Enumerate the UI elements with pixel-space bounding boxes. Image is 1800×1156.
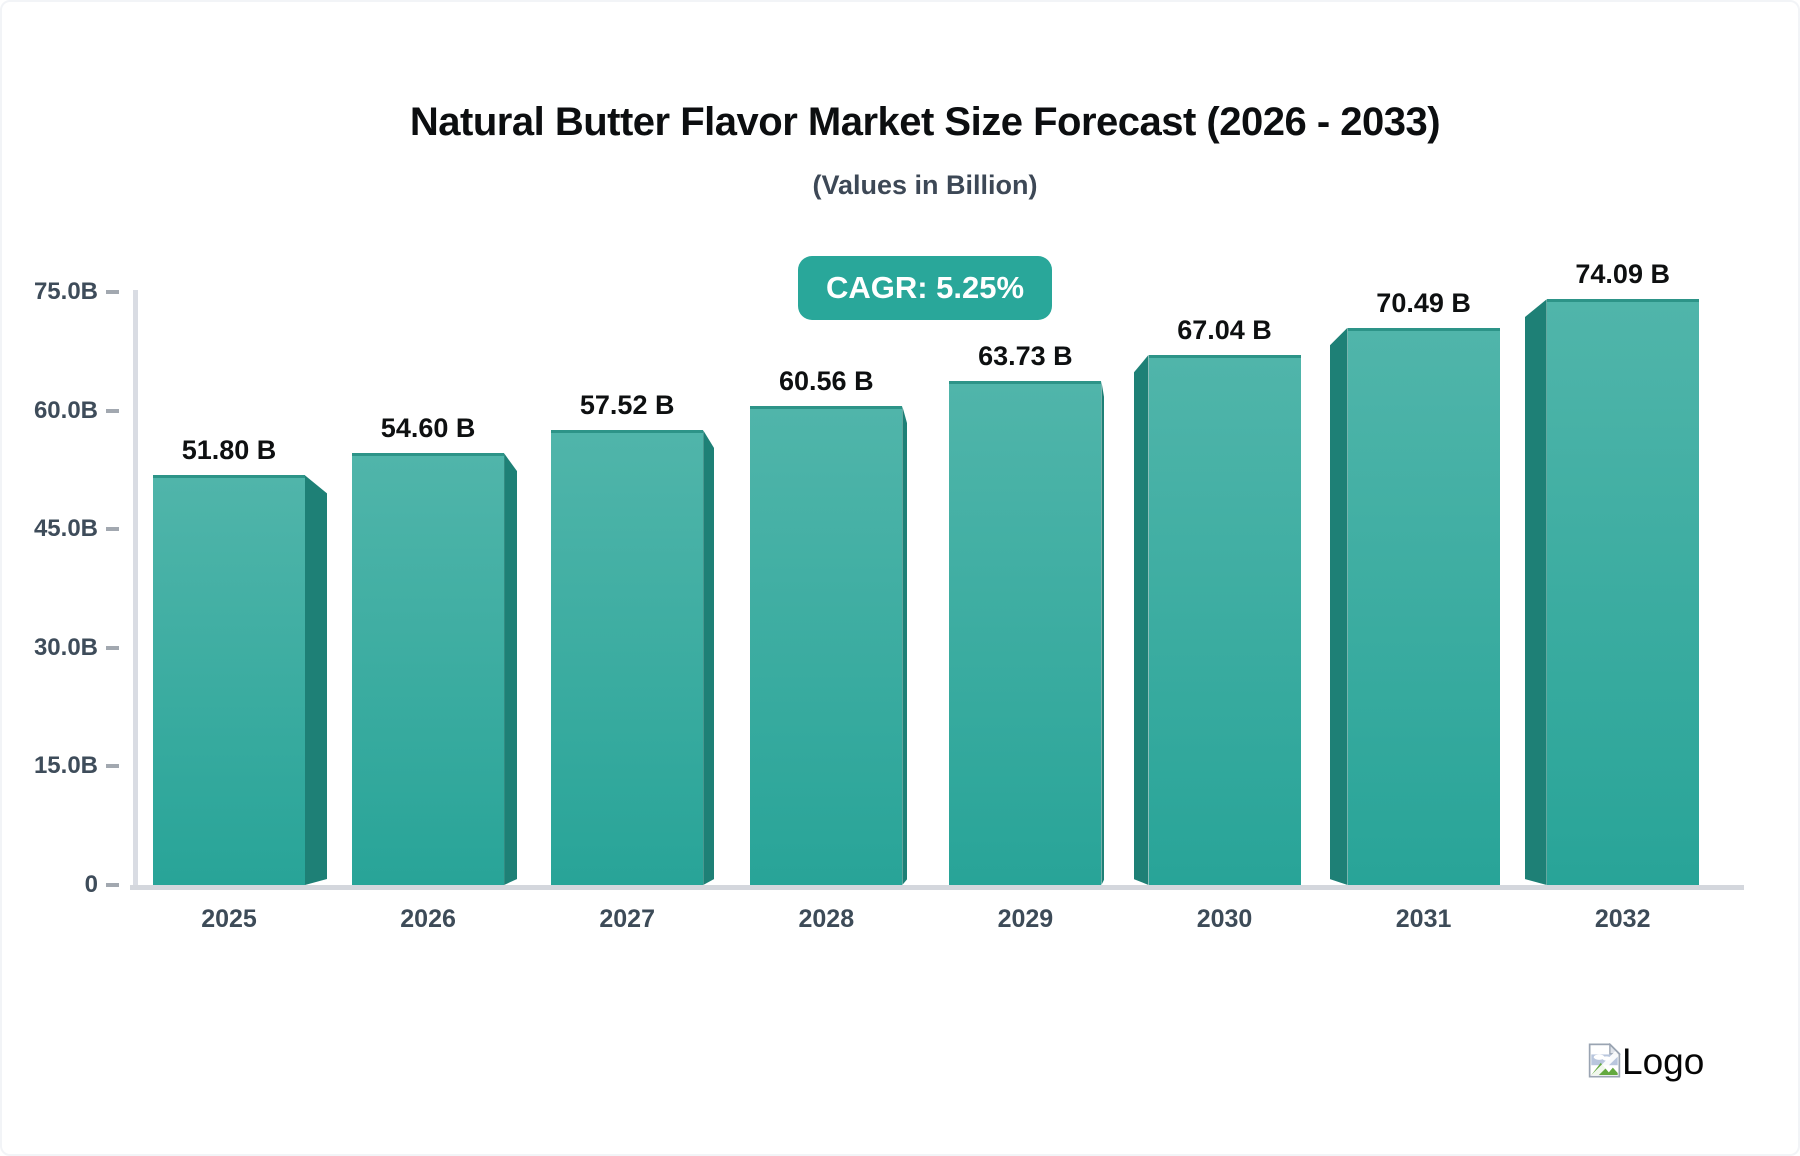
bar-side-face-2030 [1134,355,1149,885]
bar-side-face-2026 [504,453,517,885]
bar-side-face-2025 [305,475,327,885]
bar-front-face-2025[interactable] [153,475,305,885]
x-tick-label-2025: 2025 [201,905,257,933]
bar-side-face-2029 [1101,381,1104,885]
y-tick-mark [106,883,119,887]
bar-value-label: 70.49 B [1376,287,1471,318]
y-tick-mark [106,289,119,294]
bar-side-face-2031 [1330,328,1348,885]
logo-text: Logo [1622,1041,1705,1082]
bar-value-label: 54.60 B [380,413,476,444]
y-tick-label: 75.0B [33,277,98,305]
logo: Logo [1588,1043,1704,1081]
x-tick-label-2030: 2030 [1196,905,1253,933]
bar-value-label: 60.56 B [779,366,874,397]
bar-value-label: 51.80 B [181,435,277,466]
y-tick-mark [106,764,119,769]
bar-value-label: 74.09 B [1575,259,1670,290]
bar-front-face-2027[interactable] [551,430,704,885]
cagr-badge: CAGR: 5.25% [797,256,1053,320]
y-tick-label: 30.0B [33,633,98,661]
y-tick-label: 60.0B [33,396,98,424]
x-tick-label-2026: 2026 [400,905,456,933]
bar-front-face-2032[interactable] [1546,299,1699,885]
bar-front-face-2028[interactable] [750,406,903,885]
cagr-badge-band: CAGR: 5.25% [52,256,1798,320]
x-tick-label-2027: 2027 [599,905,655,933]
broken-image-icon [1588,1043,1621,1078]
y-tick-label: 15.0B [33,752,98,780]
x-tick-label-2028: 2028 [798,905,855,933]
y-tick-mark [106,408,119,413]
y-axis-line [133,290,138,890]
bar-side-face-2032 [1525,299,1547,885]
chart-subtitle: (Values in Billion) [812,170,1038,200]
x-tick-label-2032: 2032 [1594,905,1651,933]
y-tick-label: 0 [84,871,98,898]
bar-front-face-2031[interactable] [1347,327,1500,885]
chart-title: Natural Butter Flavor Market Size Foreca… [409,100,1441,144]
bar-value-label: 57.52 B [579,390,675,421]
bar-side-face-2028 [902,406,907,885]
y-tick-label: 45.0B [33,515,98,543]
bar-front-face-2030[interactable] [1148,354,1301,885]
bar-value-label: 63.73 B [978,341,1073,372]
y-tick-mark [106,645,119,650]
bar-side-face-2027 [703,430,714,885]
bar-front-face-2029[interactable] [949,381,1102,885]
y-tick-mark [106,527,119,532]
x-tick-label-2031: 2031 [1395,905,1452,933]
x-axis-baseline [130,885,1744,890]
bar-front-face-2026[interactable] [352,453,505,885]
x-tick-label-2029: 2029 [997,905,1054,933]
bar-value-label: 67.04 B [1177,314,1272,345]
